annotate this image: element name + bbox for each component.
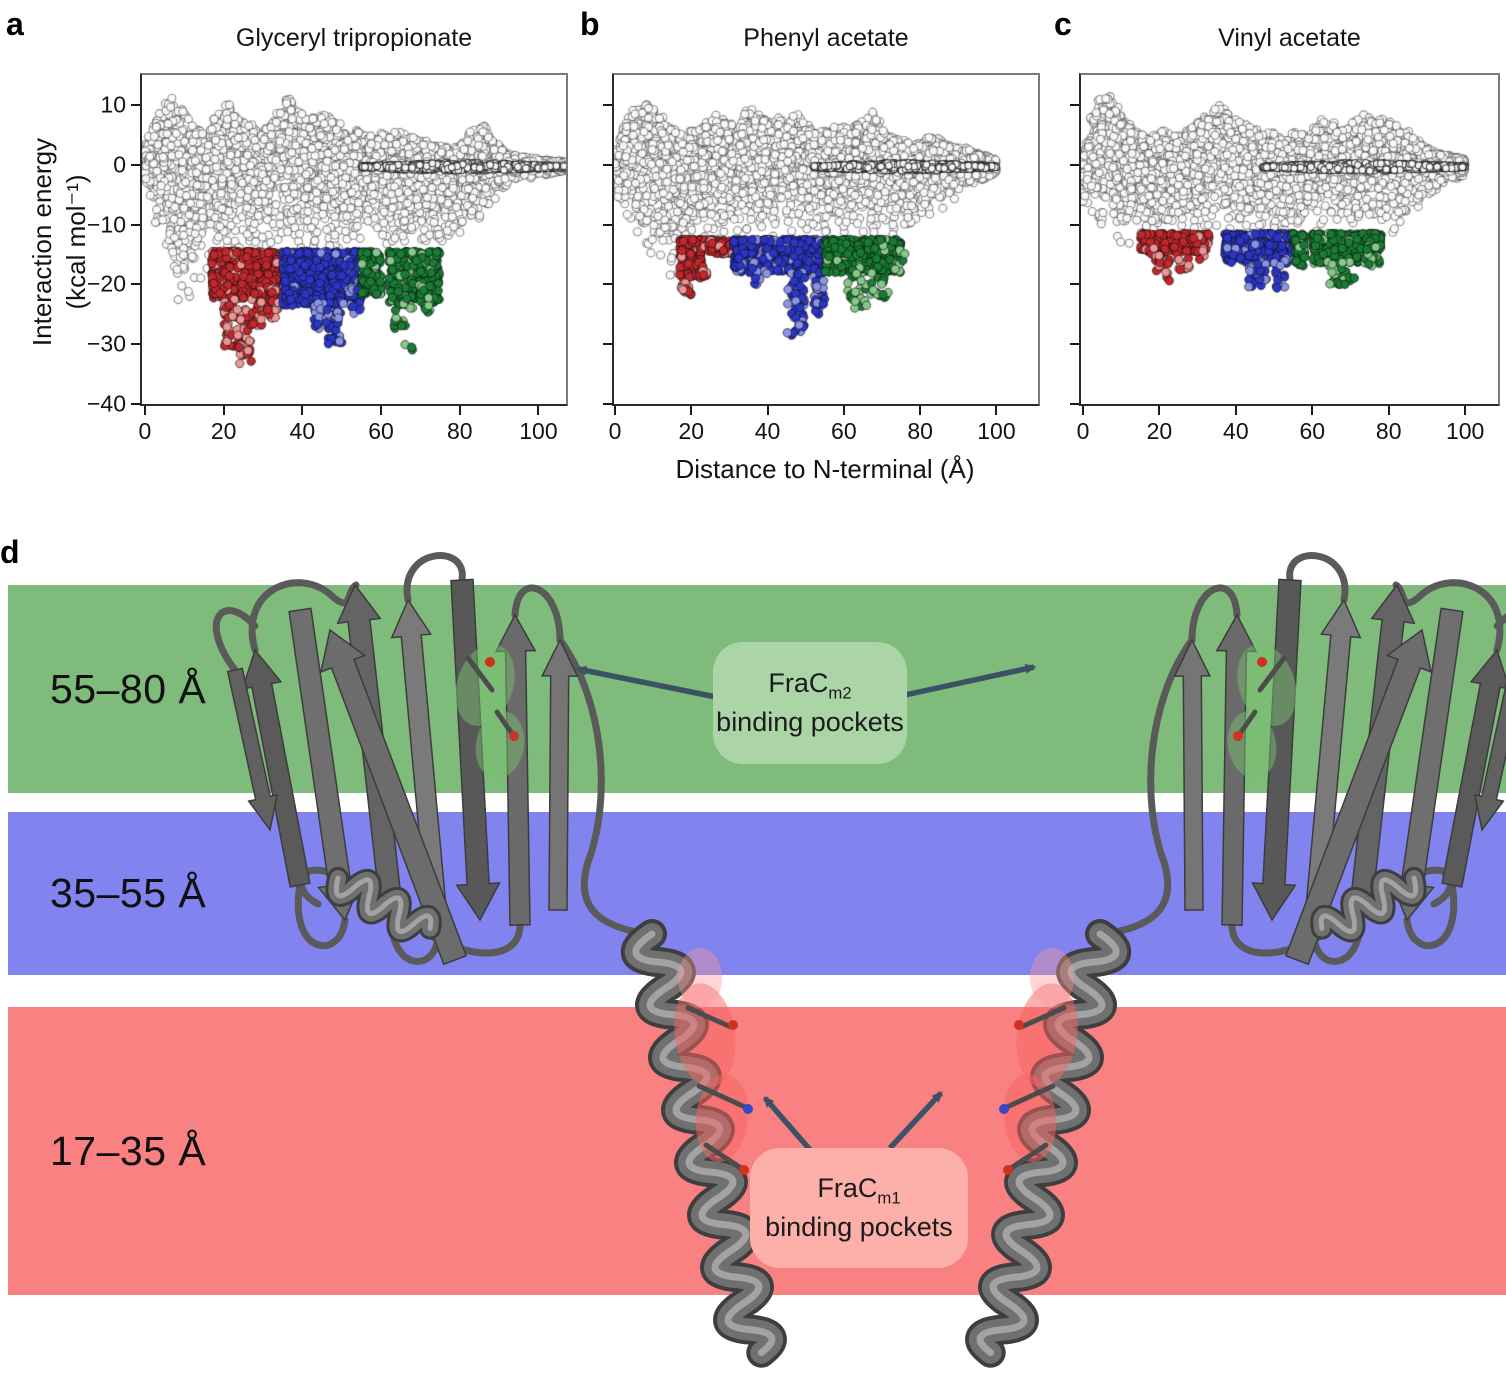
x-tick-label: 0: [1076, 418, 1090, 444]
annotation-arrows: [575, 663, 1037, 1154]
y-axis-label: Interaction energy (kcal mol⁻¹): [26, 52, 98, 432]
frac-m1-binding-pockets-callout: FraCm1 binding pockets: [750, 1148, 968, 1268]
x-tick-label: 100: [977, 418, 1016, 444]
x-tick: [1158, 406, 1161, 415]
y-axis-label-line2: (kcal mol⁻¹): [60, 174, 91, 310]
panel-letter-b: b: [580, 6, 600, 42]
y-tick-label: −30: [86, 330, 126, 357]
y-tick-label: 0: [113, 151, 126, 178]
x-tick-label: 40: [754, 418, 781, 444]
y-tick: [603, 163, 612, 166]
frac-m1-arrow-left: [762, 1096, 815, 1154]
x-tick-label: 40: [1223, 418, 1249, 444]
y-tick: [1070, 103, 1079, 106]
y-tick-label: −10: [86, 211, 126, 238]
x-tick-label: 80: [446, 418, 473, 444]
frac-m1-name: FraCm1: [817, 1173, 901, 1208]
frac-m2-arrow-right: [904, 663, 1037, 698]
plot-title-vinyl-acetate: Vinyl acetate: [1218, 24, 1361, 52]
zone-label-55-80: 55–80 Å: [50, 665, 207, 712]
y-tick: [1070, 283, 1079, 286]
y-tick: [131, 343, 140, 346]
y-tick: [603, 283, 612, 286]
x-tick: [1464, 406, 1467, 415]
x-tick: [222, 406, 225, 415]
frac-m2-binding-pockets-callout: FraCm2 binding pockets: [713, 642, 907, 764]
x-tick: [537, 406, 540, 415]
x-tick: [766, 406, 769, 415]
plot-title-phenyl-acetate: Phenyl acetate: [743, 24, 909, 52]
x-tick-label: 40: [289, 418, 316, 444]
y-tick: [603, 223, 612, 226]
x-tick: [1311, 406, 1314, 415]
frac-m2-arrow-left: [575, 665, 717, 700]
y-tick: [131, 103, 140, 106]
x-tick: [380, 406, 383, 415]
scatter-panel-b: [612, 73, 1040, 406]
y-tick: [603, 343, 612, 346]
y-tick-label: 10: [100, 91, 126, 118]
protein-monomer-right: [965, 552, 1506, 1368]
scatter-canvas-c: [1081, 75, 1498, 404]
y-tick-label: −40: [86, 390, 126, 417]
frac-m1-arrow-right: [887, 1091, 944, 1150]
x-tick-label: 60: [368, 418, 394, 444]
scatter-canvas-a: [142, 75, 566, 404]
frac-m2-name: FraCm2: [768, 668, 852, 703]
x-tick-label: 0: [138, 418, 152, 444]
panel-letter-d: d: [0, 534, 20, 570]
scatter-canvas-b: [614, 75, 1038, 404]
y-tick: [131, 223, 140, 226]
x-tick: [842, 406, 845, 415]
protein-structure-illustration: [212, 552, 1506, 1368]
y-tick: [1070, 223, 1079, 226]
y-tick: [1070, 163, 1079, 166]
zone-label-35-55: 35–55 Å: [50, 870, 207, 916]
x-tick: [458, 406, 461, 415]
scatter-panel-a: [140, 73, 568, 406]
x-tick: [143, 406, 146, 415]
x-tick-label: 80: [907, 418, 933, 444]
x-tick: [613, 406, 616, 415]
y-tick-label: −20: [86, 270, 126, 297]
panel-letter-c: c: [1054, 6, 1072, 42]
panel-letter-a: a: [6, 6, 24, 42]
x-tick-label: 20: [678, 418, 705, 444]
y-tick: [603, 103, 612, 106]
x-tick-label: 80: [1375, 418, 1402, 444]
frac-m2-caption: binding pockets: [716, 706, 904, 737]
x-tick-label: 20: [1146, 418, 1173, 444]
protein-monomer-left: [212, 552, 787, 1368]
x-tick: [1387, 406, 1390, 415]
x-tick-label: 100: [1445, 418, 1485, 444]
x-tick-label: 60: [831, 418, 857, 444]
y-tick: [131, 163, 140, 166]
x-tick: [301, 406, 304, 415]
x-tick-label: 100: [519, 418, 558, 444]
y-tick: [1070, 403, 1079, 405]
x-tick-label: 60: [1299, 418, 1326, 444]
y-axis-label-line1: Interaction energy: [27, 137, 57, 347]
zone-label-17-35: 17–35 Å: [50, 1127, 207, 1174]
scatter-panel-c: [1079, 73, 1500, 406]
x-tick-label: 20: [210, 418, 237, 444]
x-axis-label: Distance to N-terminal (Å): [675, 454, 975, 484]
x-tick: [690, 406, 693, 415]
y-tick: [131, 283, 140, 286]
x-tick: [1081, 406, 1084, 415]
x-tick-label: 0: [608, 418, 622, 444]
y-tick: [131, 403, 140, 405]
zone-band-35-55: 35–55 Å: [8, 812, 1506, 975]
x-tick: [1234, 406, 1237, 415]
x-tick: [995, 406, 998, 415]
x-tick: [919, 406, 922, 415]
frac-m1-caption: binding pockets: [765, 1211, 953, 1242]
y-tick: [1070, 343, 1079, 346]
y-tick: [603, 403, 612, 405]
plot-title-glyceryl-tripropionate: Glyceryl tripropionate: [235, 24, 473, 52]
